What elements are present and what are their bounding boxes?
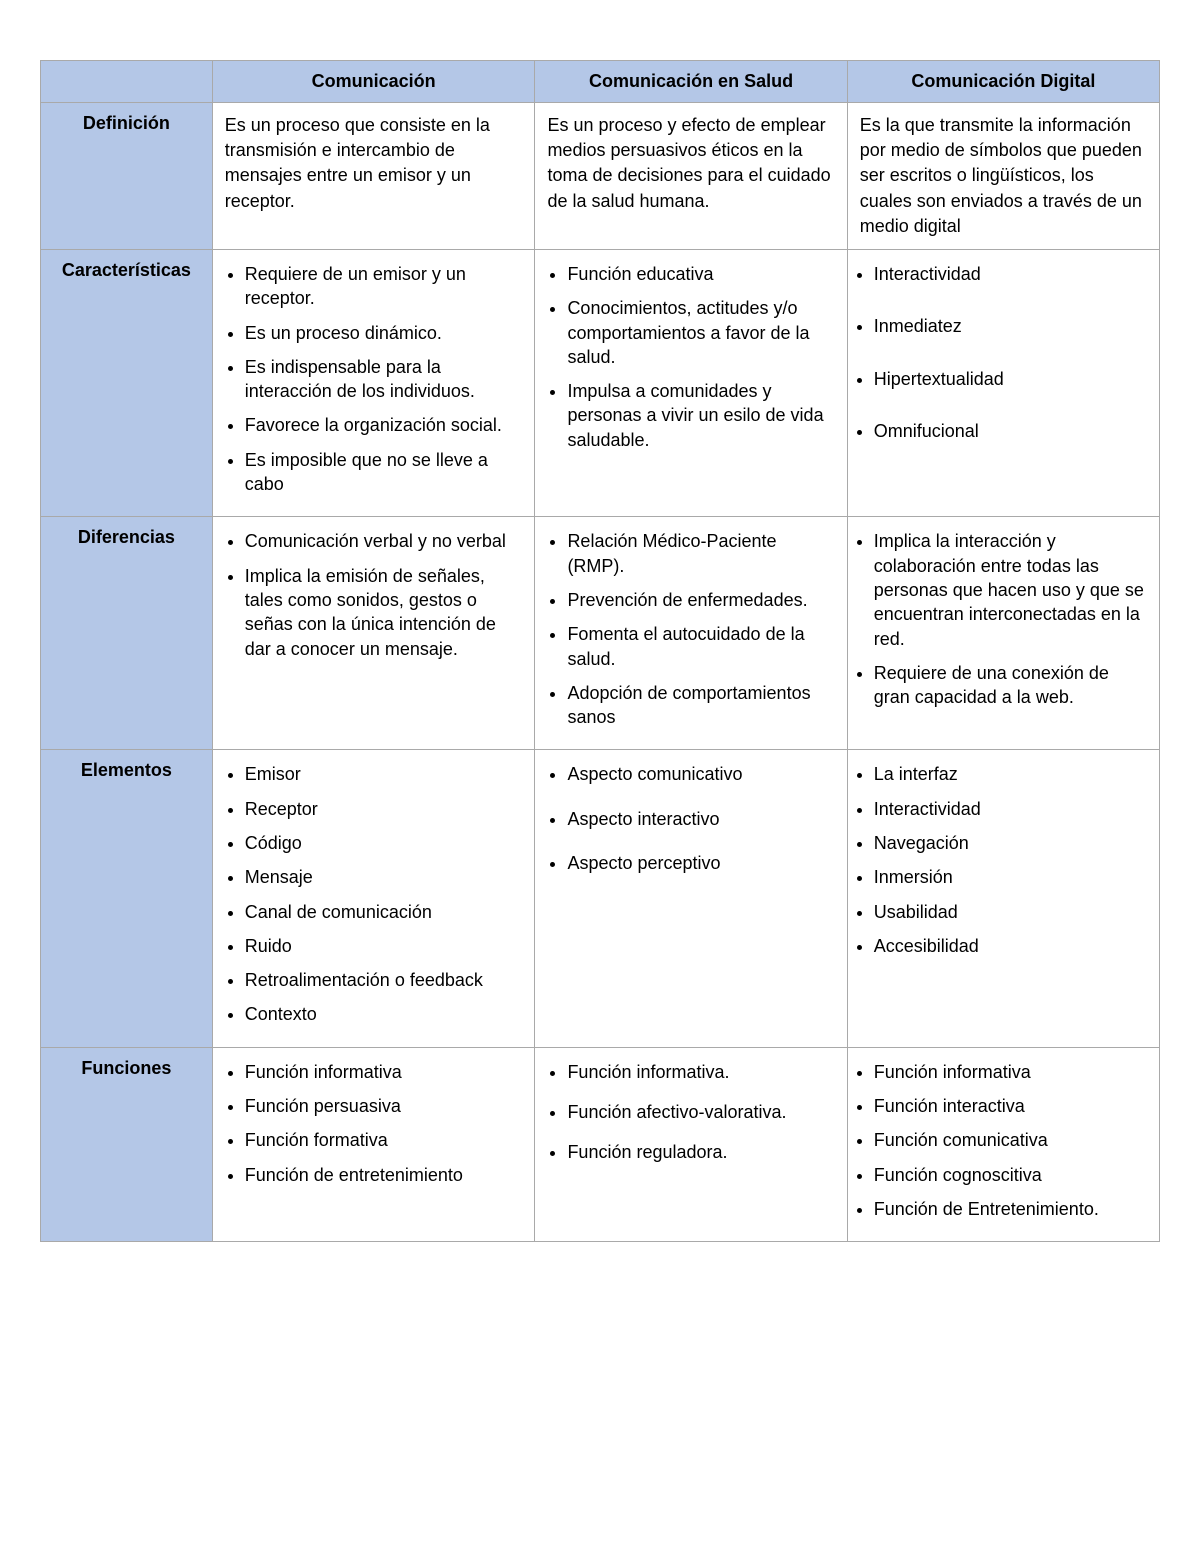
list: Relación Médico-Paciente (RMP). Prevenci… bbox=[547, 529, 834, 729]
col-header-comunicacion: Comunicación bbox=[212, 61, 535, 103]
list-item: Es imposible que no se lleve a cabo bbox=[245, 448, 523, 497]
list-item: Función informativa bbox=[245, 1060, 523, 1084]
list-item: Interactividad bbox=[874, 797, 1147, 821]
list-item: Fomenta el autocuidado de la salud. bbox=[567, 622, 834, 671]
list-item: Conocimientos, actitudes y/o comportamie… bbox=[567, 296, 834, 369]
cell-funciones-comunicacion: Función informativa Función persuasiva F… bbox=[212, 1047, 535, 1241]
list-item: Función comunicativa bbox=[874, 1128, 1147, 1152]
text: Es un proceso y efecto de emplear medios… bbox=[547, 113, 834, 214]
list-item: Función reguladora. bbox=[567, 1140, 834, 1164]
list-item: Emisor bbox=[245, 762, 523, 786]
list-item: Navegación bbox=[874, 831, 1147, 855]
cell-definicion-comunicacion: Es un proceso que consiste en la transmi… bbox=[212, 103, 535, 250]
list-item: Relación Médico-Paciente (RMP). bbox=[567, 529, 834, 578]
cell-caracteristicas-comunicacion: Requiere de un emisor y un receptor. Es … bbox=[212, 249, 535, 516]
list-item: Adopción de comportamientos sanos bbox=[567, 681, 834, 730]
row-label-caracteristicas: Características bbox=[41, 249, 213, 516]
cell-diferencias-digital: Implica la interacción y colaboración en… bbox=[847, 517, 1159, 750]
list-item: La interfaz bbox=[874, 762, 1147, 786]
comparison-table: Comunicación Comunicación en Salud Comun… bbox=[40, 60, 1160, 1242]
list-item: Función interactiva bbox=[874, 1094, 1147, 1118]
cell-elementos-digital: La interfaz Interactividad Navegación In… bbox=[847, 750, 1159, 1047]
list-item: Requiere de una conexión de gran capacid… bbox=[874, 661, 1147, 710]
cell-diferencias-comunicacion: Comunicación verbal y no verbal Implica … bbox=[212, 517, 535, 750]
list-item: Usabilidad bbox=[874, 900, 1147, 924]
text: Es la que transmite la información por m… bbox=[860, 113, 1147, 239]
list-item: Función informativa bbox=[874, 1060, 1147, 1084]
cell-caracteristicas-salud: Función educativa Conocimientos, actitud… bbox=[535, 249, 847, 516]
list-item: Comunicación verbal y no verbal bbox=[245, 529, 523, 553]
list-item: Contexto bbox=[245, 1002, 523, 1026]
col-header-digital: Comunicación Digital bbox=[847, 61, 1159, 103]
list-item: Función cognoscitiva bbox=[874, 1163, 1147, 1187]
list-item: Inmersión bbox=[874, 865, 1147, 889]
row-caracteristicas: Características Requiere de un emisor y … bbox=[41, 249, 1160, 516]
list-item: Función de Entretenimiento. bbox=[874, 1197, 1147, 1221]
list: Emisor Receptor Código Mensaje Canal de … bbox=[225, 762, 523, 1026]
cell-definicion-digital: Es la que transmite la información por m… bbox=[847, 103, 1159, 250]
list-item: Omnifucional bbox=[874, 419, 1147, 443]
cell-funciones-digital: Función informativa Función interactiva … bbox=[847, 1047, 1159, 1241]
list: Interactividad Inmediatez Hipertextualid… bbox=[860, 262, 1147, 443]
list-item: Retroalimentación o feedback bbox=[245, 968, 523, 992]
text: Es un proceso que consiste en la transmi… bbox=[225, 113, 523, 214]
list: Comunicación verbal y no verbal Implica … bbox=[225, 529, 523, 660]
list-item: Función educativa bbox=[567, 262, 834, 286]
table-header-row: Comunicación Comunicación en Salud Comun… bbox=[41, 61, 1160, 103]
cell-definicion-salud: Es un proceso y efecto de emplear medios… bbox=[535, 103, 847, 250]
list-item: Mensaje bbox=[245, 865, 523, 889]
list: Función informativa. Función afectivo-va… bbox=[547, 1060, 834, 1165]
list-item: Receptor bbox=[245, 797, 523, 821]
list-item: Favorece la organización social. bbox=[245, 413, 523, 437]
cell-funciones-salud: Función informativa. Función afectivo-va… bbox=[535, 1047, 847, 1241]
list: Implica la interacción y colaboración en… bbox=[860, 529, 1147, 709]
list-item: Es un proceso dinámico. bbox=[245, 321, 523, 345]
list-item: Implica la emisión de señales, tales com… bbox=[245, 564, 523, 661]
list: La interfaz Interactividad Navegación In… bbox=[860, 762, 1147, 958]
list-item: Implica la interacción y colaboración en… bbox=[874, 529, 1147, 650]
list-item: Canal de comunicación bbox=[245, 900, 523, 924]
cell-diferencias-salud: Relación Médico-Paciente (RMP). Prevenci… bbox=[535, 517, 847, 750]
list-item: Accesibilidad bbox=[874, 934, 1147, 958]
list: Aspecto comunicativo Aspecto interactivo… bbox=[547, 762, 834, 875]
list-item: Impulsa a comunidades y personas a vivir… bbox=[567, 379, 834, 452]
list-item: Aspecto comunicativo bbox=[567, 762, 834, 786]
list-item: Función formativa bbox=[245, 1128, 523, 1152]
list-item: Hipertextualidad bbox=[874, 367, 1147, 391]
list-item: Función afectivo-valorativa. bbox=[567, 1100, 834, 1124]
list-item: Función informativa. bbox=[567, 1060, 834, 1084]
row-elementos: Elementos Emisor Receptor Código Mensaje… bbox=[41, 750, 1160, 1047]
list: Requiere de un emisor y un receptor. Es … bbox=[225, 262, 523, 496]
list-item: Es indispensable para la interacción de … bbox=[245, 355, 523, 404]
row-funciones: Funciones Función informativa Función pe… bbox=[41, 1047, 1160, 1241]
row-label-diferencias: Diferencias bbox=[41, 517, 213, 750]
list-item: Interactividad bbox=[874, 262, 1147, 286]
list-item: Ruido bbox=[245, 934, 523, 958]
cell-elementos-comunicacion: Emisor Receptor Código Mensaje Canal de … bbox=[212, 750, 535, 1047]
row-diferencias: Diferencias Comunicación verbal y no ver… bbox=[41, 517, 1160, 750]
list-item: Prevención de enfermedades. bbox=[567, 588, 834, 612]
list-item: Código bbox=[245, 831, 523, 855]
cell-caracteristicas-digital: Interactividad Inmediatez Hipertextualid… bbox=[847, 249, 1159, 516]
header-blank bbox=[41, 61, 213, 103]
row-label-funciones: Funciones bbox=[41, 1047, 213, 1241]
list: Función educativa Conocimientos, actitud… bbox=[547, 262, 834, 452]
list-item: Función persuasiva bbox=[245, 1094, 523, 1118]
row-definicion: Definición Es un proceso que consiste en… bbox=[41, 103, 1160, 250]
row-label-definicion: Definición bbox=[41, 103, 213, 250]
list-item: Inmediatez bbox=[874, 314, 1147, 338]
list: Función informativa Función persuasiva F… bbox=[225, 1060, 523, 1187]
row-label-elementos: Elementos bbox=[41, 750, 213, 1047]
list: Función informativa Función interactiva … bbox=[860, 1060, 1147, 1221]
list-item: Requiere de un emisor y un receptor. bbox=[245, 262, 523, 311]
list-item: Aspecto perceptivo bbox=[567, 851, 834, 875]
col-header-salud: Comunicación en Salud bbox=[535, 61, 847, 103]
list-item: Función de entretenimiento bbox=[245, 1163, 523, 1187]
cell-elementos-salud: Aspecto comunicativo Aspecto interactivo… bbox=[535, 750, 847, 1047]
list-item: Aspecto interactivo bbox=[567, 807, 834, 831]
